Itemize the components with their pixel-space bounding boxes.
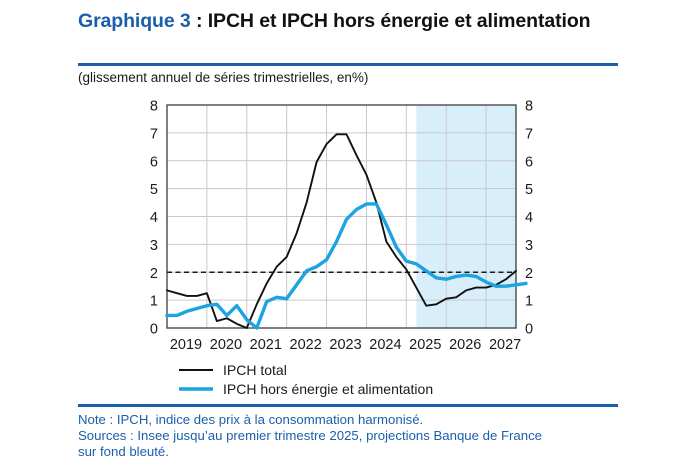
legend-label: IPCH total bbox=[223, 362, 287, 378]
page-title-lead: Graphique 3 bbox=[78, 10, 191, 32]
y-axis-tick-label-right: 6 bbox=[525, 154, 533, 170]
plot-frame bbox=[166, 104, 517, 329]
x-axis-tick-label: 2020 bbox=[210, 337, 242, 353]
y-axis-tick-label-left: 4 bbox=[150, 210, 158, 226]
y-axis-tick-label-right: 0 bbox=[525, 322, 533, 338]
y-axis-tick-label-left: 6 bbox=[150, 154, 158, 170]
sources-line-1: Sources : Insee jusqu’au premier trimest… bbox=[78, 428, 543, 444]
x-axis-tick-label: 2021 bbox=[250, 337, 282, 353]
note-line: Note : IPCH, indice des prix à la consom… bbox=[78, 412, 424, 427]
series-line-ipch-hors-energie-alimentation bbox=[165, 202, 528, 330]
x-axis-tick-label: 2019 bbox=[170, 337, 202, 353]
sources-line-2: sur fond bleuté. bbox=[78, 444, 169, 460]
header-divider bbox=[78, 63, 618, 66]
chart-area: 0 0 1 1 2 2 3 3 4 4 5 5 6 6 7 7 8 8 2019 2020 2021 2022 2023 20… bbox=[0, 92, 696, 402]
y-axis-tick-label-right: 2 bbox=[525, 266, 533, 282]
series-line-ipch-total bbox=[166, 133, 517, 329]
footer-divider bbox=[78, 404, 618, 407]
y-axis-tick-label-left: 0 bbox=[150, 322, 158, 338]
y-axis-tick-label-left: 3 bbox=[150, 238, 158, 254]
page-title: Graphique 3 : IPCH et IPCH hors énergie … bbox=[78, 10, 618, 33]
page-title-rest: : IPCH et IPCH hors énergie et alimentat… bbox=[190, 10, 591, 32]
y-axis-tick-label-left: 2 bbox=[150, 266, 158, 282]
y-axis-tick-label-right: 4 bbox=[525, 210, 533, 226]
y-axis-tick-label-left: 8 bbox=[150, 99, 158, 115]
y-axis-tick-label-right: 5 bbox=[525, 182, 533, 198]
y-axis-tick-label-right: 1 bbox=[525, 294, 533, 310]
x-axis-tick-label: 2022 bbox=[290, 337, 322, 353]
legend-label: IPCH hors énergie et alimentation bbox=[223, 381, 433, 397]
chart-subtitle: (glissement annuel de séries trimestriel… bbox=[78, 70, 369, 85]
x-axis-tick-label: 2027 bbox=[489, 337, 521, 353]
y-axis-tick-label-right: 3 bbox=[525, 238, 533, 254]
chart-header: Graphique 3 : IPCH et IPCH hors énergie … bbox=[78, 10, 618, 33]
chart-notes: Note : IPCH, indice des prix à la consom… bbox=[78, 412, 630, 461]
x-axis-tick-label: 2024 bbox=[369, 337, 401, 353]
x-axis-tick-label: 2023 bbox=[329, 337, 361, 353]
y-axis-tick-label-right: 8 bbox=[525, 99, 533, 115]
y-axis-tick-label-left: 1 bbox=[150, 294, 158, 310]
x-axis-tick-label: 2025 bbox=[409, 337, 441, 353]
y-axis-tick-label-left: 5 bbox=[150, 182, 158, 198]
chart-svg: 0 0 1 1 2 2 3 3 4 4 5 5 6 6 7 7 8 8 2019 2020 2021 2022 2023 20… bbox=[150, 99, 533, 398]
y-axis-tick-label-right: 7 bbox=[525, 126, 533, 142]
x-axis-tick-label: 2026 bbox=[449, 337, 481, 353]
y-axis-tick-label-left: 7 bbox=[150, 126, 158, 142]
